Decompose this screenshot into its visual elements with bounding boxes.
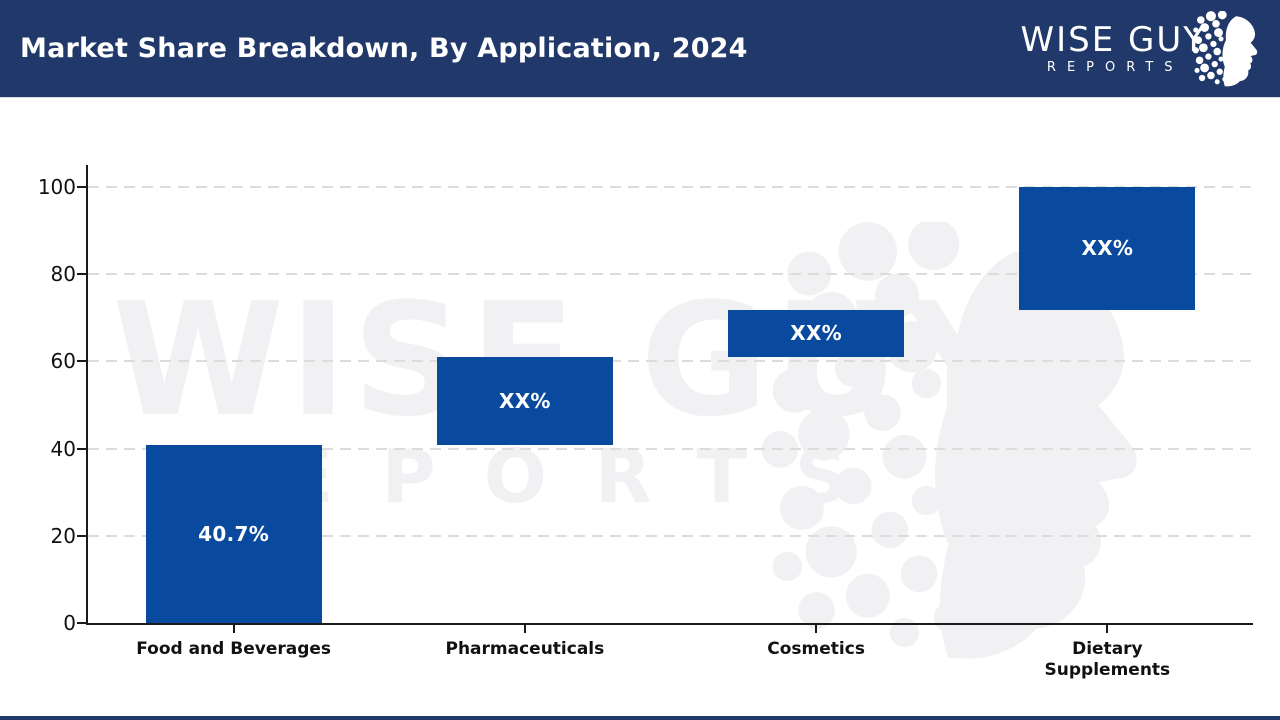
category-label-pharmaceuticals: Pharmaceuticals — [445, 639, 605, 659]
x-tick-mark-dietary-supplements — [1106, 625, 1109, 633]
bar-value-label-dietary-supplements: XX% — [1081, 236, 1134, 261]
gridline-40 — [88, 447, 1253, 450]
logo-wordmark: WISE GUY — [1020, 20, 1206, 61]
x-tick-mark-cosmetics — [815, 625, 818, 633]
footer-strip — [0, 716, 1280, 720]
y-tick-mark-80 — [77, 273, 86, 276]
bar-value-label-food-and-beverages: 40.7% — [198, 522, 270, 547]
y-axis-line — [86, 165, 88, 625]
y-tick-mark-40 — [77, 447, 86, 450]
y-tick-label-40: 40 — [50, 436, 76, 461]
bar-dietary-supplements: XX% — [1019, 186, 1196, 310]
x-tick-mark-pharmaceuticals — [523, 625, 526, 633]
gridline-100 — [88, 185, 1253, 188]
category-label-food-and-beverages: Food and Beverages — [136, 639, 332, 659]
bar-food-and-beverages: 40.7% — [145, 445, 322, 623]
x-tick-mark-food-and-beverages — [232, 625, 235, 633]
y-tick-mark-0 — [77, 622, 86, 624]
category-label-cosmetics: Cosmetics — [767, 639, 865, 659]
y-tick-mark-100 — [77, 185, 86, 188]
category-label-dietary-supplements: Dietary Supplements — [1044, 639, 1171, 681]
bar-value-label-pharmaceuticals: XX% — [498, 389, 551, 414]
y-tick-label-20: 20 — [50, 523, 76, 548]
y-tick-mark-60 — [77, 360, 86, 363]
y-tick-label-100: 100 — [37, 174, 76, 199]
bar-cosmetics: XX% — [728, 309, 905, 357]
header: Market Share Breakdown, By Application, … — [0, 0, 1280, 98]
y-tick-mark-20 — [77, 534, 86, 537]
gridline-60 — [88, 360, 1253, 363]
wiseguy-face-icon — [1192, 11, 1258, 87]
gridline-80 — [88, 273, 1253, 276]
bar-value-label-cosmetics: XX% — [790, 321, 843, 346]
page-title: Market Share Breakdown, By Application, … — [20, 33, 748, 64]
waterfall-chart: 0 20 40 60 80 100 40.7% Food and Beverages XX% Ph… — [0, 97, 1280, 716]
y-tick-label-60: 60 — [50, 349, 76, 374]
logo-subtext: REPORTS — [1046, 59, 1184, 75]
x-axis-line — [86, 623, 1253, 625]
bar-pharmaceuticals: XX% — [436, 356, 613, 446]
y-tick-label-0: 0 — [63, 611, 76, 635]
gridline-20 — [88, 534, 1253, 537]
brand-logo: WISE GUY REPORTS — [1020, 6, 1274, 92]
y-tick-label-80: 80 — [50, 262, 76, 287]
